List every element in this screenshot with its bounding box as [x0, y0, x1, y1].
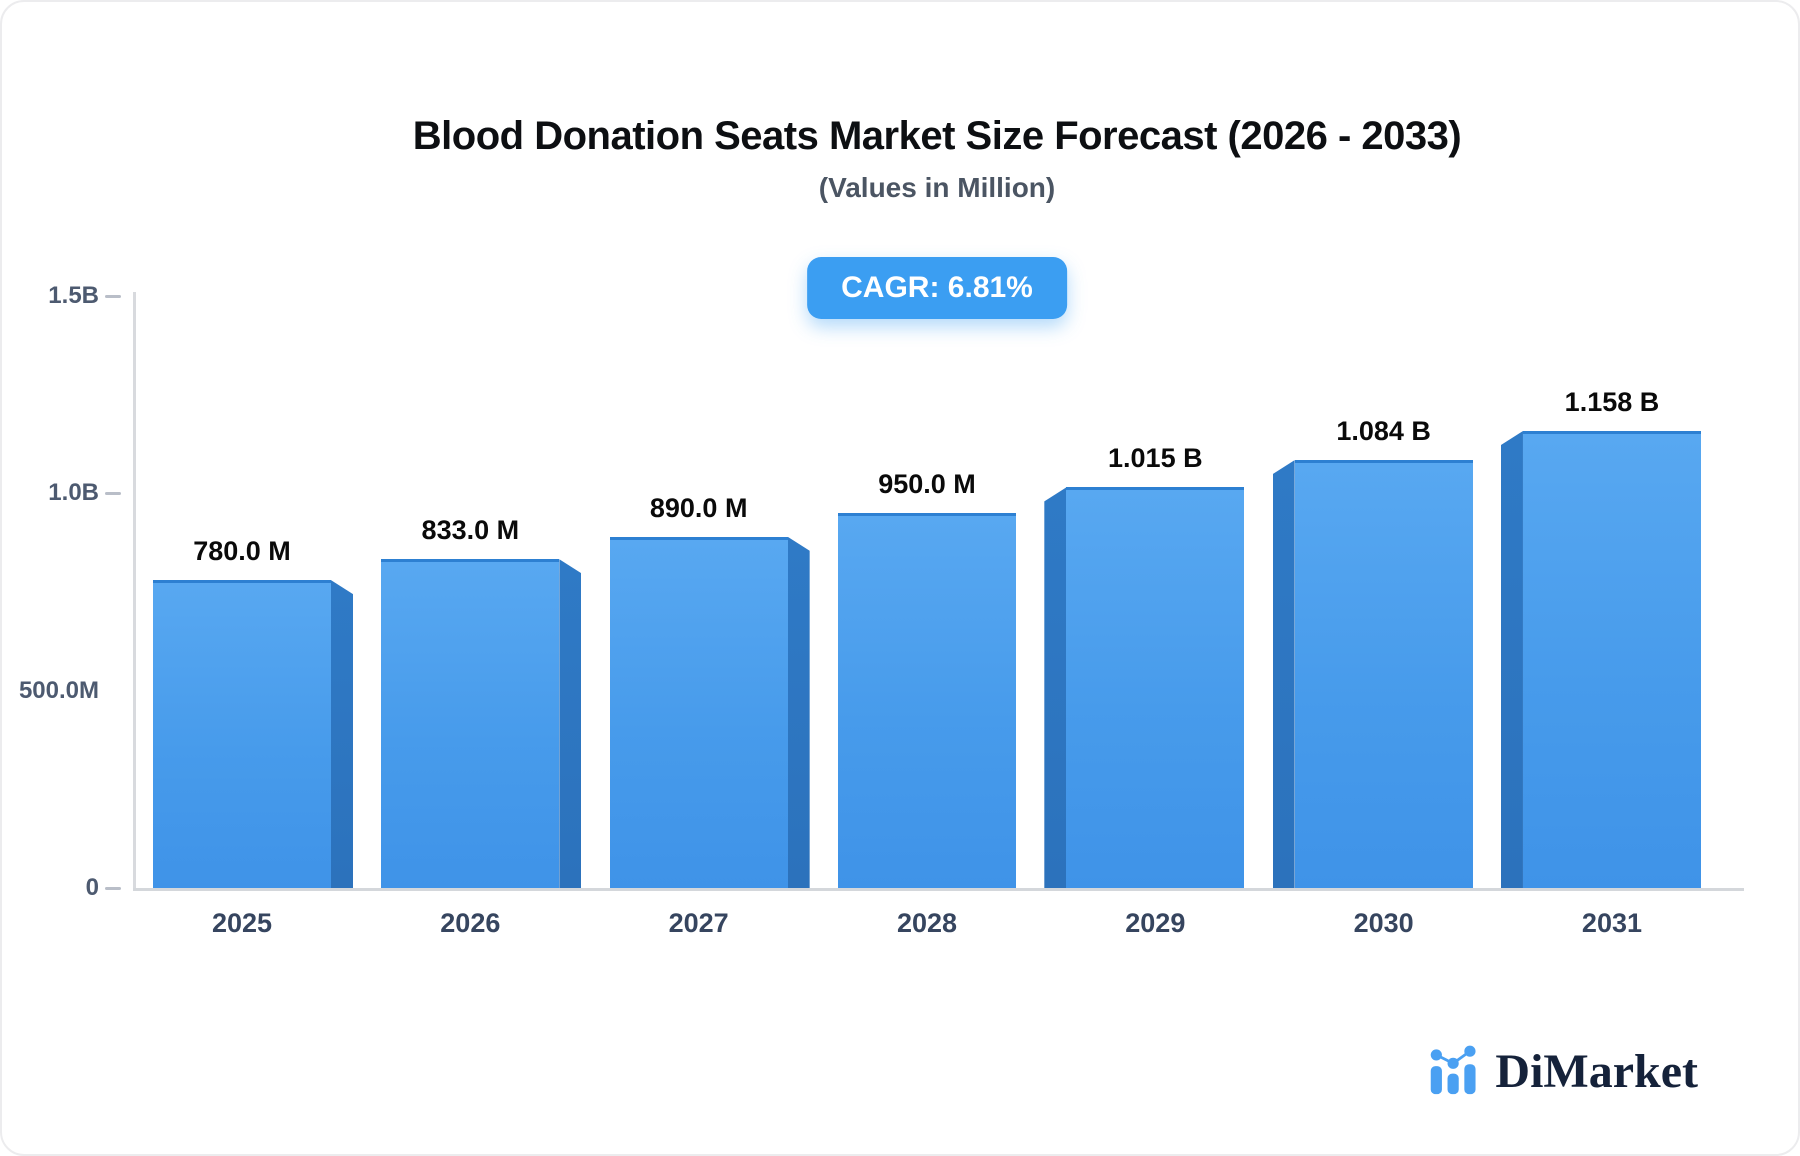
x-axis-label-2026: 2026 — [440, 908, 501, 938]
x-axis-label-2027: 2027 — [668, 908, 729, 938]
bar-value-label-2031: 1.158 B — [1564, 386, 1660, 417]
bar-2027[interactable] — [609, 536, 788, 888]
bar-value-label-2026: 833.0 M — [421, 515, 520, 546]
bar-side-face-2025 — [331, 580, 353, 888]
bar-2025[interactable] — [153, 580, 331, 888]
x-axis-label-2029: 2029 — [1125, 908, 1186, 938]
y-tick-mark — [105, 887, 121, 890]
bar-2030[interactable] — [1294, 460, 1473, 888]
chart-header: Blood Donation Seats Market Size Forecas… — [132, 2, 1742, 319]
y-tick-mark — [105, 492, 121, 496]
chart-subtitle: (Values in Million) — [818, 172, 1056, 203]
x-axis-line — [133, 888, 1744, 891]
dimarket-logo-text: DiMarket — [1495, 1045, 1698, 1098]
y-tick-label-500.0M: 500.0M — [18, 676, 99, 704]
x-axis-label-2031: 2031 — [1581, 908, 1642, 938]
bar-side-face-2030 — [1272, 460, 1295, 888]
bar-2029[interactable] — [1066, 487, 1245, 888]
y-tick-mark — [105, 295, 121, 298]
chart-title: Blood Donation Seats Market Size Forecas… — [412, 114, 1462, 158]
mini-bar-line-chart-icon — [1431, 1045, 1476, 1095]
y-tick-label-0: 0 — [85, 874, 99, 901]
y-tick-label-1.5B: 1.5B — [48, 282, 99, 309]
cagr-badge: CAGR: 6.81% — [807, 257, 1067, 319]
bar-value-label-2030: 1.084 B — [1336, 416, 1431, 447]
bar-value-label-2029: 1.015 B — [1108, 443, 1203, 474]
bar-2026[interactable] — [381, 559, 560, 888]
y-axis-line — [133, 292, 136, 890]
x-axis-label-2028: 2028 — [896, 908, 958, 938]
bar-side-face-2026 — [559, 559, 582, 888]
bar-2028[interactable] — [837, 513, 1016, 888]
bar-value-label-2025: 780.0 M — [193, 536, 291, 567]
y-tick-label-1.0B: 1.0B — [48, 479, 99, 507]
bar-value-label-2028: 950.0 M — [878, 469, 976, 500]
x-axis-label-2025: 2025 — [211, 908, 273, 938]
bar-side-face-2031 — [1500, 430, 1523, 888]
x-axis-label-2030: 2030 — [1353, 908, 1414, 938]
dimarket-logo[interactable]: DiMarket — [1427, 1040, 1698, 1096]
bar-2031[interactable] — [1522, 430, 1701, 888]
bar-value-label-2027: 890.0 M — [649, 492, 748, 523]
bar-side-face-2027 — [787, 536, 810, 888]
bar-side-face-2029 — [1044, 487, 1067, 888]
